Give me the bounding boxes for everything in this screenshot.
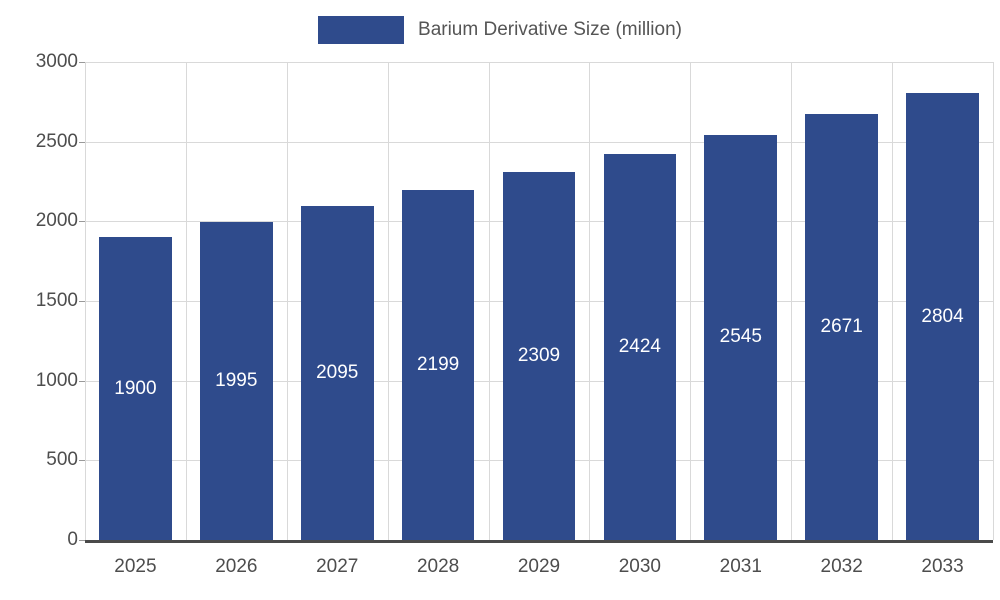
bar-value-label: 2804: [921, 305, 964, 327]
y-tick-mark: [79, 460, 85, 462]
gridline-vertical: [993, 62, 994, 540]
bar: 2309: [502, 172, 576, 540]
bar: 2424: [603, 153, 677, 540]
bar: 1995: [200, 222, 273, 540]
x-axis-label: 2029: [517, 556, 561, 577]
y-tick-label: 1000: [35, 369, 78, 391]
plot-area: 1900 1995 2095 2199 2309 2424 2545 2671 2804: [85, 62, 994, 543]
legend-label: Barium Derivative Size (million): [418, 19, 682, 40]
gridline-vertical: [185, 62, 187, 540]
bar-value-label: 2095: [316, 362, 359, 384]
bar: 1900: [99, 237, 172, 540]
x-axis-label: 2026: [215, 556, 258, 577]
y-tick-mark: [79, 221, 85, 223]
gridline-horizontal: [85, 141, 993, 143]
y-tick-mark: [79, 62, 85, 63]
bar: 2095: [300, 206, 374, 540]
y-tick-mark: [79, 380, 85, 382]
gridline-vertical: [488, 62, 490, 540]
y-tick-mark: [79, 540, 85, 541]
gridline-vertical: [791, 62, 793, 540]
gridline-vertical: [892, 62, 894, 540]
bar-value-label: 2545: [719, 326, 762, 348]
x-axis-label: 2031: [719, 556, 762, 577]
gridline-horizontal: [85, 62, 993, 63]
legend: Barium Derivative Size (million): [0, 16, 1000, 44]
y-tick-mark: [79, 141, 85, 143]
bar-value-label: 2199: [416, 353, 460, 375]
y-tick-label: 1500: [35, 290, 78, 311]
y-tick-label: 500: [46, 449, 78, 471]
x-axis-label: 2027: [316, 556, 359, 577]
x-axis-label: 2028: [416, 556, 460, 577]
y-tick-label: 2500: [35, 130, 78, 152]
bar-value-label: 1900: [114, 377, 157, 399]
y-tick-label: 0: [67, 529, 78, 550]
gridline-vertical: [589, 62, 591, 540]
x-axis: 2025 2026 2027 2028 2029 2030 2031 2032 2033: [85, 548, 993, 588]
x-axis-label: 2032: [820, 556, 863, 577]
bar-value-label: 2424: [618, 335, 662, 357]
legend-swatch: [318, 16, 405, 44]
bar: 2804: [906, 93, 979, 540]
bar: 2199: [401, 189, 475, 540]
bar: 2545: [704, 134, 778, 540]
bar: 2671: [805, 114, 878, 540]
bar-value-label: 1995: [215, 370, 258, 392]
y-axis: 0 500 1000 1500 2000 2500 3000: [0, 51, 78, 550]
bar-value-label: 2309: [517, 345, 561, 367]
x-axis-label: 2025: [114, 556, 157, 577]
x-axis-label: 2030: [618, 556, 662, 577]
y-tick-mark: [79, 301, 85, 302]
y-tick-label: 3000: [35, 51, 78, 72]
gridline-vertical: [690, 62, 692, 540]
gridline-vertical: [286, 62, 288, 540]
gridline-vertical: [85, 62, 86, 540]
y-tick-label: 2000: [35, 210, 78, 232]
x-axis-label: 2033: [921, 556, 964, 577]
bar-value-label: 2671: [820, 316, 863, 338]
gridline-vertical: [387, 62, 389, 540]
